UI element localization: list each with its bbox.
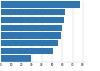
Bar xyxy=(1,9,66,15)
Bar xyxy=(1,48,53,54)
Bar xyxy=(1,32,61,39)
Bar xyxy=(1,25,62,31)
Bar xyxy=(1,17,64,23)
Bar xyxy=(1,55,31,62)
Bar xyxy=(1,1,80,8)
Bar xyxy=(1,40,58,46)
